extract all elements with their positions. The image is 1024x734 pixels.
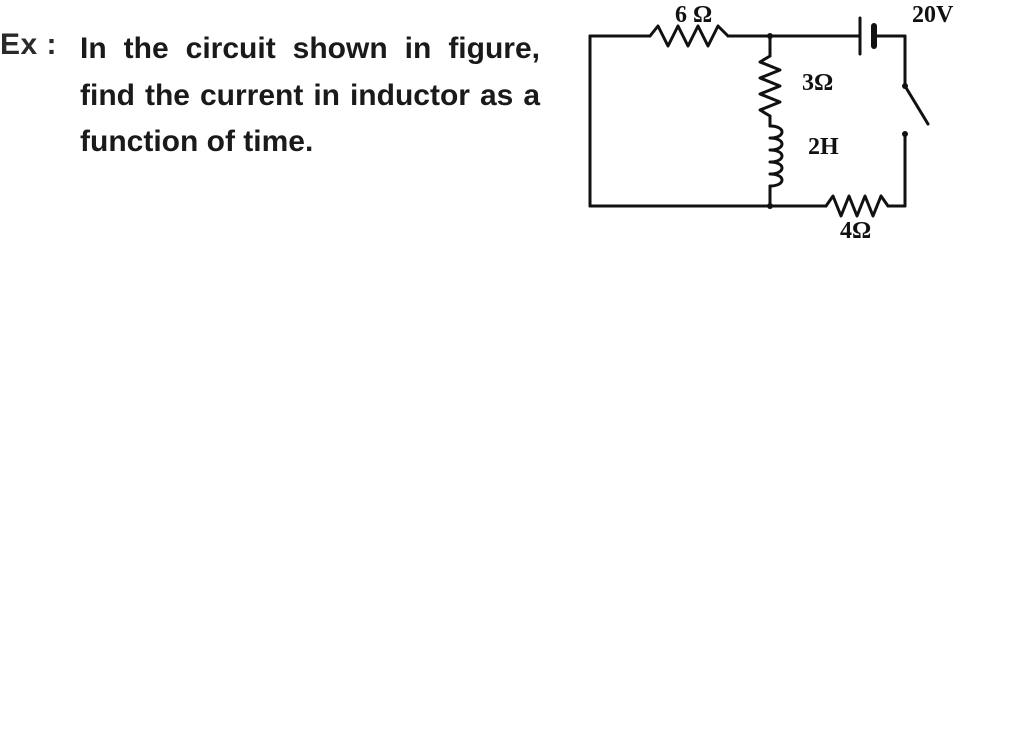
circuit-svg: [560, 6, 1000, 266]
question-text: In the circuit shown in figure, find the…: [80, 26, 540, 166]
label-r-bottom: 4Ω: [840, 218, 871, 245]
label-inductor: 2H: [808, 134, 839, 161]
question-prefix: Ex :: [0, 28, 57, 62]
circuit-diagram: 6 Ω 20V 3Ω 2H 4Ω: [560, 6, 1000, 266]
label-r-top: 6 Ω: [675, 2, 712, 29]
label-battery: 20V: [912, 2, 953, 29]
label-r-mid: 3Ω: [802, 70, 833, 97]
switch-arm: [905, 86, 928, 124]
inductor-2h: [770, 126, 782, 186]
resistor-3ohm: [760, 56, 780, 116]
resistor-6ohm: [650, 26, 728, 46]
resistor-4ohm: [826, 196, 888, 216]
page-root: Ex : In the circuit shown in figure, fin…: [0, 0, 1024, 734]
